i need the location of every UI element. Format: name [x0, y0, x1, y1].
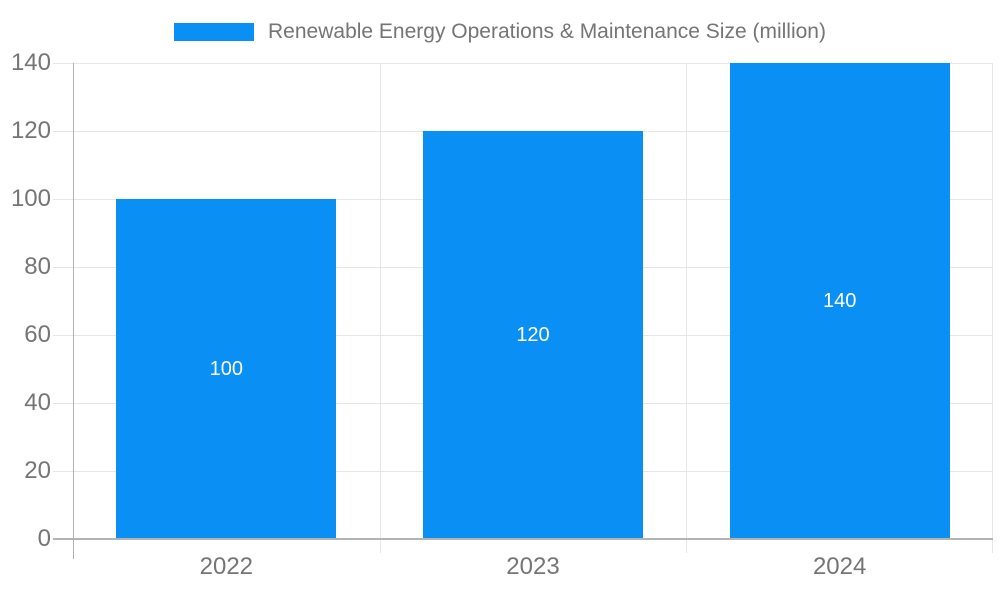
legend-swatch-icon — [174, 23, 255, 41]
bar-value-label: 100 — [209, 357, 244, 380]
legend-series-label: Renewable Energy Operations & Maintenanc… — [268, 20, 826, 43]
y-axis-label: 120 — [10, 117, 51, 144]
x-axis-line — [53, 538, 993, 540]
x-axis-label: 2023 — [506, 553, 560, 580]
x-axis-label: 2024 — [812, 553, 867, 580]
bar-value-label: 140 — [822, 289, 857, 312]
bar-2024[interactable]: 140 — [729, 63, 950, 539]
y-axis-label: 140 — [10, 49, 51, 76]
y-axis-label: 40 — [24, 389, 51, 416]
y-axis-label: 0 — [37, 525, 51, 552]
y-axis-tick — [53, 63, 73, 64]
plot-right-border — [992, 63, 993, 553]
y-axis-tick — [53, 131, 73, 132]
gridline — [73, 63, 993, 64]
y-axis-tick — [53, 199, 73, 200]
x-axis-label: 2022 — [199, 553, 254, 580]
y-axis-tick — [53, 335, 73, 336]
bar-2022[interactable]: 100 — [116, 199, 337, 539]
y-axis-label: 20 — [24, 457, 51, 484]
y-axis-tick — [53, 471, 73, 472]
plot-area: 100 120 140 — [53, 63, 993, 559]
legend[interactable]: Renewable Energy Operations & Maintenanc… — [0, 20, 1000, 44]
bar-2023[interactable]: 120 — [423, 131, 643, 539]
category-divider — [686, 63, 688, 553]
y-axis-label: 60 — [24, 321, 51, 348]
y-axis-tick — [53, 403, 73, 404]
y-axis-tick — [53, 267, 73, 268]
y-axis-line — [73, 63, 74, 559]
y-axis-label: 80 — [24, 253, 51, 280]
category-divider — [379, 63, 381, 553]
bar-value-label: 120 — [516, 323, 550, 346]
y-axis-label: 100 — [10, 185, 51, 212]
